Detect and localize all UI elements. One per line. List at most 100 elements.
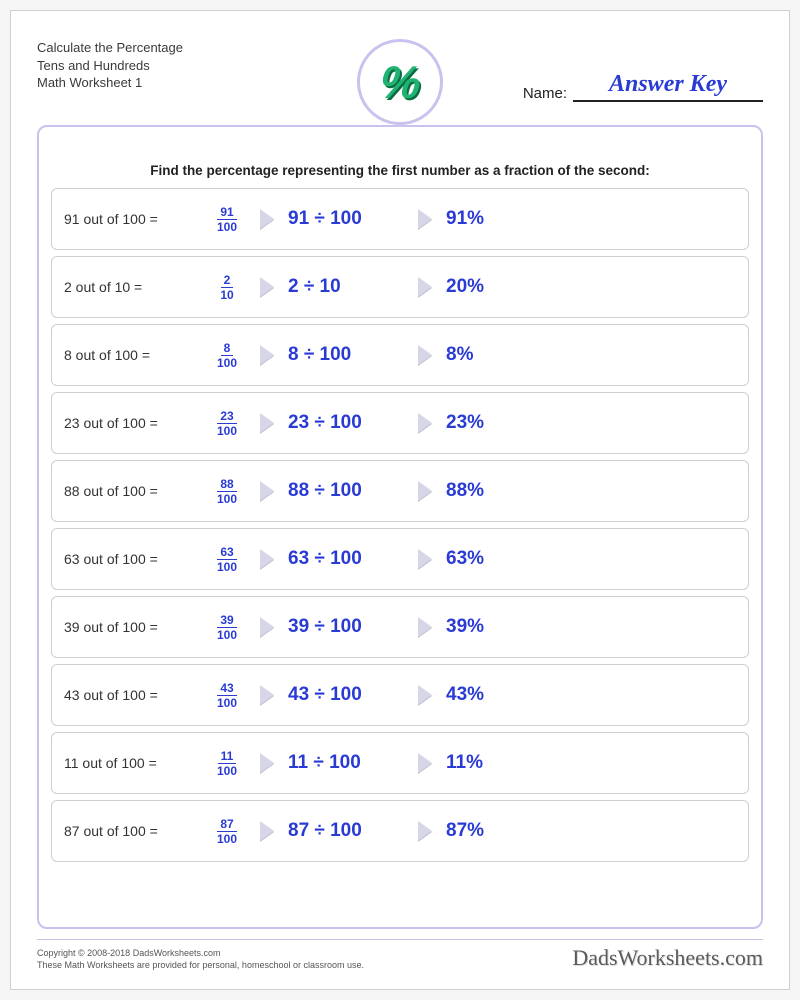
percent-icon: % — [377, 55, 424, 109]
footer-text: Copyright © 2008-2018 DadsWorksheets.com… — [37, 947, 364, 971]
percent-result: 20% — [446, 276, 484, 298]
fraction-numerator: 91 — [217, 205, 236, 220]
arrow-icon — [260, 209, 274, 229]
percent-logo: % — [357, 39, 443, 125]
fraction-denominator: 100 — [214, 628, 240, 642]
arrow-icon — [418, 209, 432, 229]
arrow-icon — [418, 617, 432, 637]
fraction-denominator: 100 — [214, 696, 240, 710]
fraction-numerator: 23 — [217, 409, 236, 424]
division-text: 11 ÷ 100 — [288, 752, 408, 774]
arrow-icon — [418, 549, 432, 569]
problem-row: 8 out of 100 =81008 ÷ 1008% — [51, 324, 749, 386]
arrow-icon — [260, 345, 274, 365]
arrow-icon — [260, 753, 274, 773]
problem-row: 2 out of 10 = 210 2 ÷ 10 20% — [51, 256, 749, 318]
brand-text: DadsWorksheets.com — [572, 945, 763, 971]
question-text: 2 out of 10 = — [64, 279, 204, 295]
fraction-denominator: 100 — [214, 424, 240, 438]
question-text: 11 out of 100 = — [64, 755, 204, 771]
fraction-denominator: 100 — [214, 492, 240, 506]
fraction-numerator: 43 — [217, 681, 236, 696]
division-text: 91 ÷ 100 — [288, 208, 408, 230]
problem-row: 39 out of 100 =39100 39 ÷ 100 39% — [51, 596, 749, 658]
arrow-icon — [260, 481, 274, 501]
question-text: 39 out of 100 = — [64, 619, 204, 635]
division-text: 63 ÷ 100 — [288, 548, 408, 570]
division-text: 23 ÷ 100 — [288, 412, 408, 434]
arrow-icon — [260, 277, 274, 297]
title-line-3: Math Worksheet 1 — [37, 74, 183, 92]
fraction: 91100 — [204, 205, 250, 234]
problem-row: 63 out of 100 =6310063 ÷ 10063% — [51, 528, 749, 590]
division-text: 43 ÷ 100 — [288, 684, 408, 706]
arrow-icon — [260, 685, 274, 705]
fraction-denominator: 100 — [214, 764, 240, 778]
fraction-denominator: 100 — [214, 220, 240, 234]
percent-result: 43% — [446, 684, 484, 706]
fraction-numerator: 88 — [217, 477, 236, 492]
name-block: Name: Answer Key — [523, 71, 763, 102]
question-text: 88 out of 100 = — [64, 483, 204, 499]
arrow-icon — [418, 345, 432, 365]
division-text: 2 ÷ 10 — [288, 276, 408, 298]
question-text: 91 out of 100 = — [64, 211, 204, 227]
instruction-text: Find the percentage representing the fir… — [51, 163, 749, 178]
fraction: 11100 — [204, 749, 250, 778]
percent-result: 91% — [446, 208, 484, 230]
fraction: 23100 — [204, 409, 250, 438]
percent-result: 39% — [446, 616, 484, 638]
percent-result: 23% — [446, 412, 484, 434]
fraction-denominator: 10 — [217, 288, 236, 302]
percent-result: 11% — [446, 752, 483, 774]
problem-row: 87 out of 100 =8710087 ÷ 10087% — [51, 800, 749, 862]
title-line-1: Calculate the Percentage — [37, 39, 183, 57]
division-text: 8 ÷ 100 — [288, 344, 408, 366]
percent-result: 87% — [446, 820, 484, 842]
fraction: 63100 — [204, 545, 250, 574]
content-frame: Find the percentage representing the fir… — [37, 125, 763, 929]
problem-rows: 91 out of 100 =9110091 ÷ 10091%2 out of … — [51, 188, 749, 915]
question-text: 23 out of 100 = — [64, 415, 204, 431]
arrow-icon — [418, 685, 432, 705]
worksheet-page: Calculate the Percentage Tens and Hundre… — [10, 10, 790, 990]
arrow-icon — [260, 413, 274, 433]
percent-result: 8% — [446, 344, 473, 366]
arrow-icon — [418, 277, 432, 297]
arrow-icon — [418, 753, 432, 773]
division-text: 88 ÷ 100 — [288, 480, 408, 502]
fraction-numerator: 87 — [217, 817, 236, 832]
problem-row: 43 out of 100 =4310043 ÷ 10043% — [51, 664, 749, 726]
fraction-numerator: 2 — [221, 273, 234, 288]
footer-note: These Math Worksheets are provided for p… — [37, 959, 364, 971]
fraction: 87100 — [204, 817, 250, 846]
fraction: 8100 — [204, 341, 250, 370]
arrow-icon — [418, 821, 432, 841]
problem-row: 23 out of 100 =2310023 ÷ 10023% — [51, 392, 749, 454]
question-text: 43 out of 100 = — [64, 687, 204, 703]
division-text: 87 ÷ 100 — [288, 820, 408, 842]
fraction: 39100 — [204, 613, 250, 642]
division-text: 39 ÷ 100 — [288, 616, 408, 638]
fraction-numerator: 63 — [217, 545, 236, 560]
arrow-icon — [260, 617, 274, 637]
arrow-icon — [260, 821, 274, 841]
percent-result: 88% — [446, 480, 484, 502]
problem-row: 11 out of 100 =1110011 ÷ 10011% — [51, 732, 749, 794]
fraction-denominator: 100 — [214, 356, 240, 370]
name-label: Name: — [523, 85, 567, 102]
fraction-numerator: 11 — [218, 749, 237, 764]
question-text: 87 out of 100 = — [64, 823, 204, 839]
question-text: 63 out of 100 = — [64, 551, 204, 567]
fraction-denominator: 100 — [214, 832, 240, 846]
name-line: Answer Key — [573, 71, 763, 102]
fraction: 43100 — [204, 681, 250, 710]
question-text: 8 out of 100 = — [64, 347, 204, 363]
copyright-text: Copyright © 2008-2018 DadsWorksheets.com — [37, 947, 364, 959]
fraction-numerator: 8 — [221, 341, 234, 356]
title-block: Calculate the Percentage Tens and Hundre… — [37, 39, 183, 92]
problem-row: 91 out of 100 =9110091 ÷ 10091% — [51, 188, 749, 250]
arrow-icon — [418, 481, 432, 501]
fraction: 88100 — [204, 477, 250, 506]
arrow-icon — [260, 549, 274, 569]
